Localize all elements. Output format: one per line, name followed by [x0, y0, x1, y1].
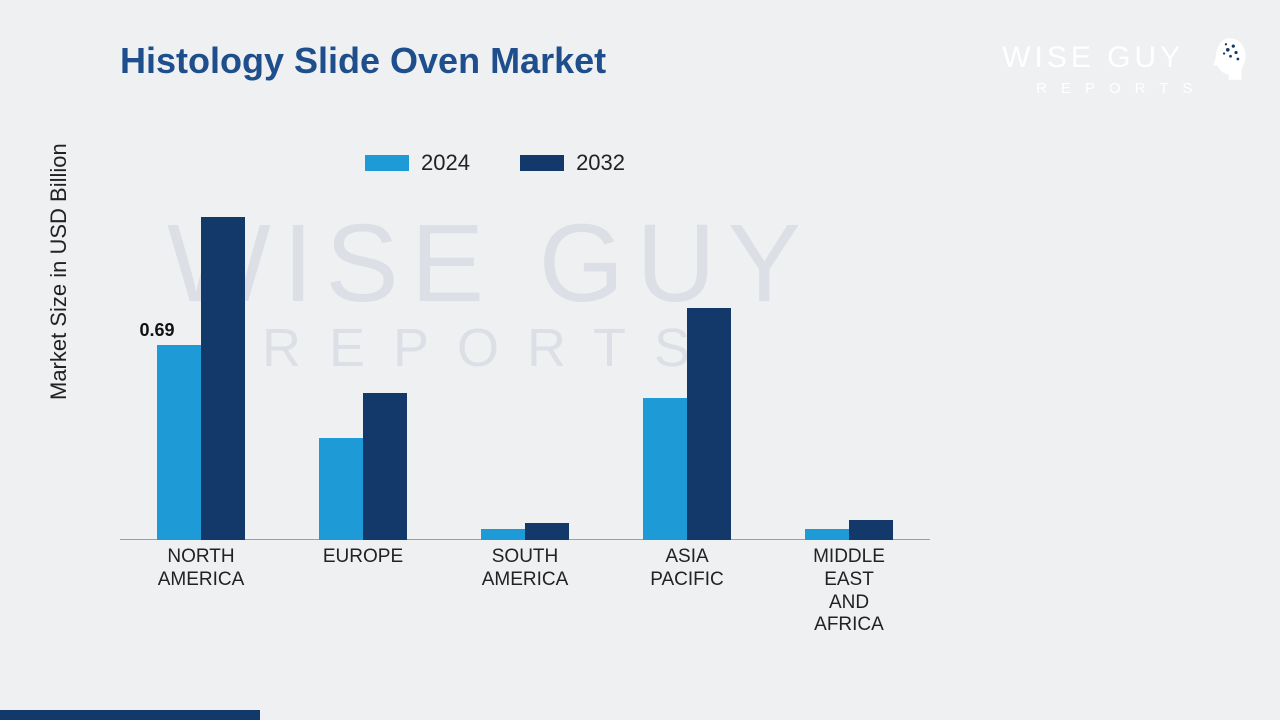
- bar: [201, 217, 245, 540]
- legend-label-2024: 2024: [421, 150, 470, 176]
- legend-item-2024: 2024: [365, 150, 470, 176]
- legend-swatch-2032: [520, 155, 564, 171]
- bar: [363, 393, 407, 540]
- bar-group: [622, 308, 752, 540]
- bar-value-label: 0.69: [139, 320, 174, 341]
- legend-swatch-2024: [365, 155, 409, 171]
- chart-title: Histology Slide Oven Market: [120, 40, 606, 82]
- x-axis-label: MIDDLEEASTANDAFRICA: [784, 540, 914, 670]
- head-icon: [1202, 36, 1248, 82]
- page: WISE GUY REPORTS Histology Slide Oven Ma…: [0, 0, 1280, 720]
- x-axis-labels: NORTHAMERICAEUROPESOUTHAMERICAASIAPACIFI…: [120, 540, 930, 670]
- x-axis-label: EUROPE: [298, 540, 428, 670]
- bar: [525, 523, 569, 540]
- bar: [643, 398, 687, 540]
- chart: Market Size in USD Billion 2024 2032 0.6…: [60, 150, 930, 670]
- bar-group: [784, 520, 914, 540]
- x-axis-label: NORTHAMERICA: [136, 540, 266, 670]
- brand-line2: REPORTS: [1002, 80, 1248, 97]
- bar: [319, 438, 363, 540]
- bottom-accent-bar: [0, 710, 260, 720]
- bar: [805, 529, 849, 540]
- bar: [157, 345, 201, 540]
- brand-logo: WISE GUY REPORTS: [1002, 36, 1248, 97]
- x-axis-label: SOUTHAMERICA: [460, 540, 590, 670]
- bar: [849, 520, 893, 540]
- brand-line1: WISE GUY: [1002, 41, 1183, 74]
- x-axis-label: ASIAPACIFIC: [622, 540, 752, 670]
- bar: [687, 308, 731, 540]
- bar-groups: 0.69: [120, 200, 930, 540]
- y-axis-label: Market Size in USD Billion: [46, 143, 72, 400]
- bar-group: 0.69: [136, 217, 266, 540]
- plot-area: 0.69: [120, 200, 930, 540]
- bar-group: [298, 393, 428, 540]
- legend: 2024 2032: [60, 150, 930, 177]
- legend-label-2032: 2032: [576, 150, 625, 176]
- bar: [481, 529, 525, 540]
- legend-item-2032: 2032: [520, 150, 625, 176]
- bar-group: [460, 523, 590, 540]
